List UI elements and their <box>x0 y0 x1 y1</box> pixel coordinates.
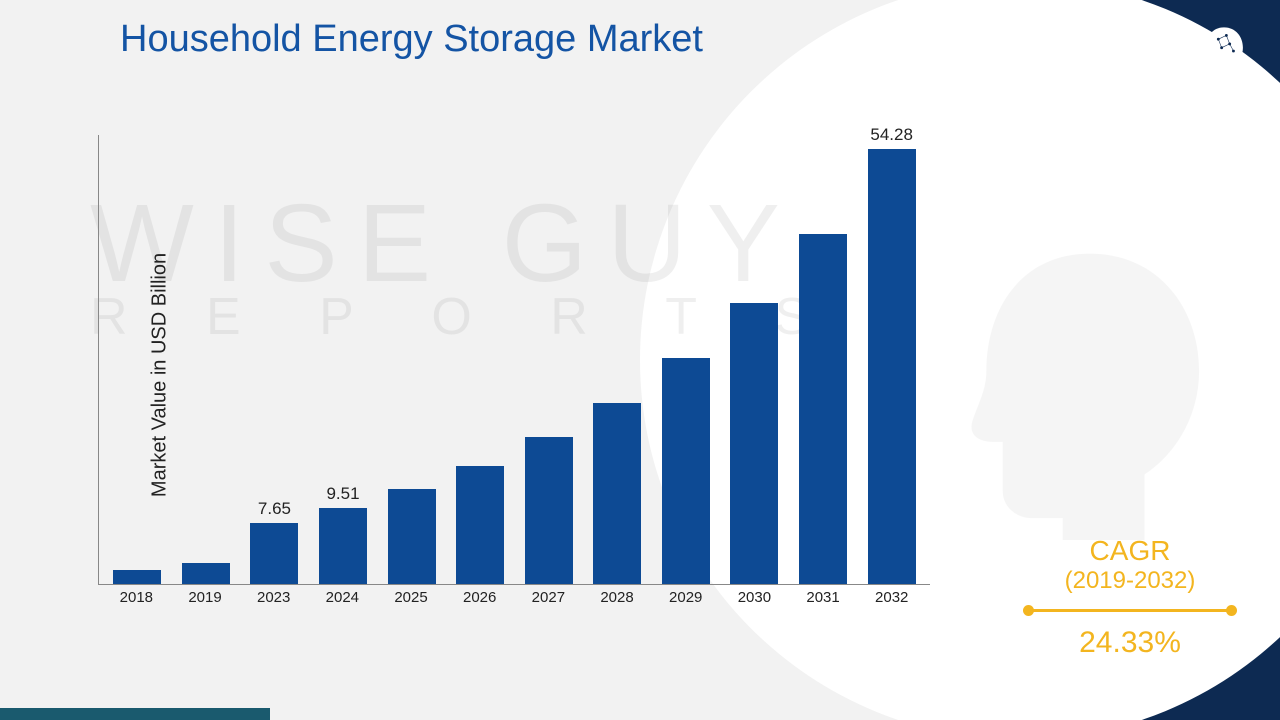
bar <box>799 234 847 584</box>
plot-area: 7.65 9.51 54.28 <box>98 135 930 585</box>
x-axis-labels: 2018201920232024202520262027202820292030… <box>98 585 930 615</box>
bar <box>868 149 916 584</box>
bar-wrap: 9.51 <box>309 135 378 584</box>
x-tick-label: 2018 <box>102 585 171 615</box>
bar-wrap <box>652 135 721 584</box>
bar <box>113 570 161 584</box>
x-tick-label: 2025 <box>377 585 446 615</box>
bar-chart: Market Value in USD Billion 7.659.5154.2… <box>60 135 930 615</box>
x-tick-label: 2024 <box>308 585 377 615</box>
bar <box>319 508 367 584</box>
x-tick-label: 2027 <box>514 585 583 615</box>
bar <box>182 563 230 584</box>
bar-value-label: 9.51 <box>326 484 359 504</box>
cagr-period: (2019-2032) <box>1020 567 1240 595</box>
bottom-stripe <box>0 708 270 720</box>
bar <box>250 523 298 584</box>
bar-wrap <box>583 135 652 584</box>
x-tick-label: 2031 <box>789 585 858 615</box>
bar-wrap: 7.65 <box>240 135 309 584</box>
bar-wrap <box>103 135 172 584</box>
x-tick-label: 2019 <box>171 585 240 615</box>
cagr-divider-line <box>1028 609 1232 612</box>
bar-wrap <box>446 135 515 584</box>
cagr-block: CAGR (2019-2032) 24.33% <box>1020 535 1240 660</box>
bar-value-label: 54.28 <box>870 125 913 145</box>
x-tick-label: 2029 <box>651 585 720 615</box>
x-tick-label: 2032 <box>857 585 926 615</box>
bar <box>730 303 778 584</box>
bar <box>662 358 710 584</box>
bar-wrap <box>720 135 789 584</box>
bar-wrap: 54.28 <box>857 135 926 584</box>
bar-wrap <box>789 135 858 584</box>
bar <box>525 437 573 584</box>
brain-head-icon <box>1198 25 1250 77</box>
cagr-value: 24.33% <box>1020 626 1240 660</box>
x-tick-label: 2023 <box>239 585 308 615</box>
x-tick-label: 2030 <box>720 585 789 615</box>
bar-value-label: 7.65 <box>258 499 291 519</box>
bar-wrap <box>172 135 241 584</box>
chart-title: Household Energy Storage Market <box>120 18 703 61</box>
x-tick-label: 2026 <box>445 585 514 615</box>
bar-wrap <box>514 135 583 584</box>
cagr-title: CAGR <box>1020 535 1240 567</box>
bar-wrap <box>377 135 446 584</box>
logo-main-text: WISE GUY <box>1010 34 1192 68</box>
brand-logo: WISE GUY R E P O R T S <box>972 25 1250 91</box>
x-tick-label: 2028 <box>583 585 652 615</box>
bar <box>456 466 504 584</box>
bar <box>593 403 641 584</box>
page-root: WISE GUY R E P O R T S WISE GUY <box>0 0 1280 720</box>
bars-container: 7.65 9.51 54.28 <box>99 135 930 584</box>
bar <box>388 489 436 584</box>
